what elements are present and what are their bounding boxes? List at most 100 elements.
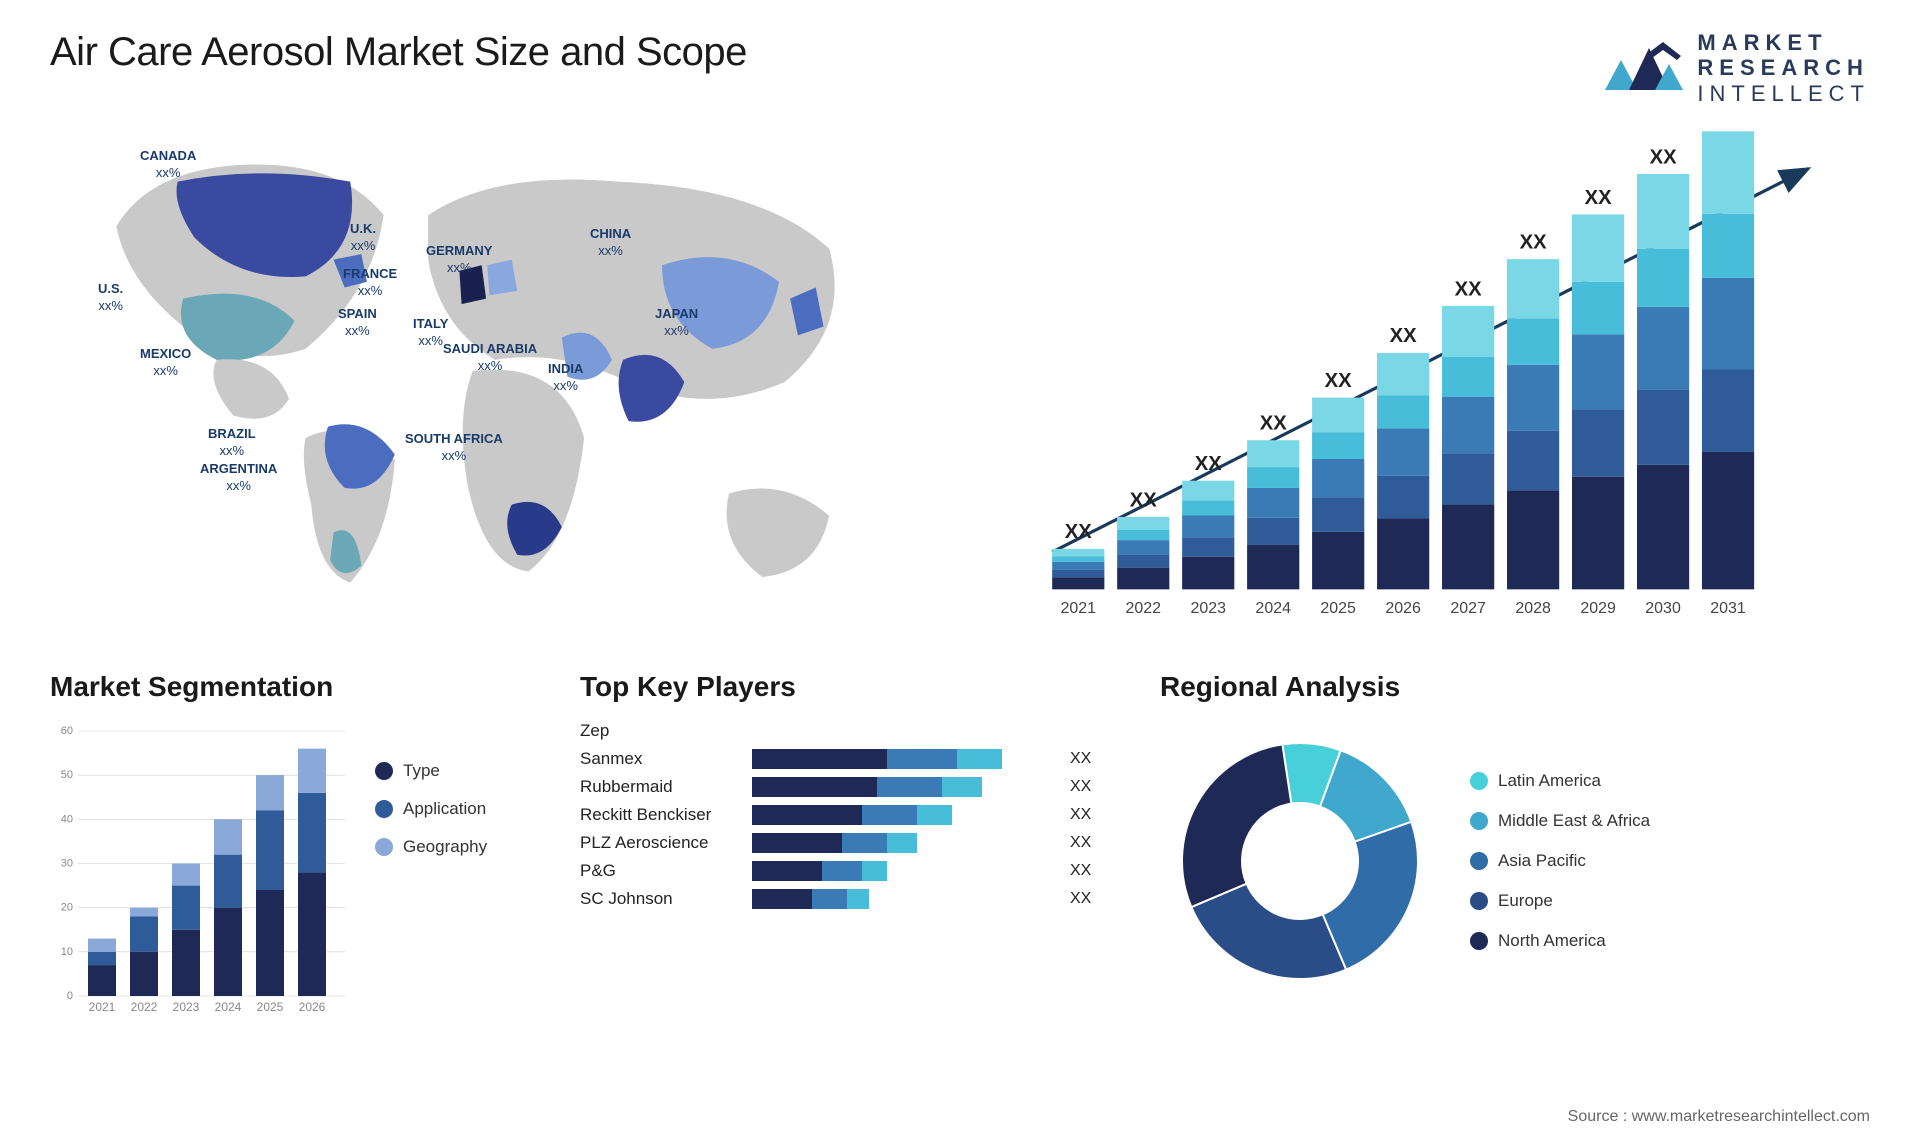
svg-text:XX: XX: [1325, 370, 1352, 392]
svg-text:60: 60: [61, 725, 73, 737]
logo-line3: INTELLECT: [1697, 81, 1870, 106]
regional-legend-item: Europe: [1470, 891, 1650, 911]
svg-text:XX: XX: [1455, 278, 1482, 300]
player-row: SC JohnsonXX: [580, 889, 1110, 909]
player-name: PLZ Aeroscience: [580, 833, 740, 853]
segmentation-legend: Type Application Geography: [375, 721, 487, 1021]
svg-text:10: 10: [61, 946, 73, 958]
map-label: BRAZILxx%: [208, 426, 256, 460]
brand-logo: MARKET RESEARCH INTELLECT: [1603, 30, 1870, 106]
regional-legend-label: Middle East & Africa: [1498, 811, 1650, 831]
svg-text:2023: 2023: [1190, 600, 1226, 616]
regional-legend-item: Asia Pacific: [1470, 851, 1650, 871]
svg-text:2021: 2021: [89, 1000, 116, 1014]
player-bar: [752, 889, 869, 909]
players-title: Top Key Players: [580, 671, 1110, 703]
player-bar: [752, 861, 887, 881]
player-bar: [752, 833, 917, 853]
regional-legend-label: Europe: [1498, 891, 1553, 911]
svg-text:20: 20: [61, 902, 73, 914]
player-value: XX: [1070, 778, 1110, 796]
segmentation-title: Market Segmentation: [50, 671, 530, 703]
svg-text:XX: XX: [1195, 453, 1222, 475]
legend-type: Type: [403, 761, 440, 781]
logo-line2: RESEARCH: [1697, 55, 1870, 80]
growth-chart: XX 2021 XX 2022 XX 2023 XX 2024 XX 2025 XX 2026 XX 20…: [980, 126, 1870, 616]
player-name: Zep: [580, 721, 740, 741]
svg-text:2024: 2024: [215, 1000, 242, 1014]
regional-legend-label: Asia Pacific: [1498, 851, 1586, 871]
svg-text:2027: 2027: [1450, 600, 1486, 616]
svg-text:2025: 2025: [257, 1000, 284, 1014]
map-label: ARGENTINAxx%: [200, 461, 277, 495]
svg-text:2022: 2022: [131, 1000, 158, 1014]
player-name: Reckitt Benckiser: [580, 805, 740, 825]
svg-text:2029: 2029: [1580, 600, 1616, 616]
svg-text:2025: 2025: [1320, 600, 1356, 616]
player-name: P&G: [580, 861, 740, 881]
svg-text:XX: XX: [1390, 325, 1417, 347]
growth-chart-panel: XX 2021 XX 2022 XX 2023 XX 2024 XX 2025 XX 2026 XX 20…: [980, 126, 1870, 616]
segmentation-panel: Market Segmentation 0 10 20 30 40 50 60 2021 202…: [50, 671, 530, 1061]
segmentation-chart: 0102030405060202120222023202420252026: [50, 721, 350, 1021]
regional-legend-label: Latin America: [1498, 771, 1601, 791]
map-label: INDIAxx%: [548, 361, 583, 395]
map-label: SOUTH AFRICAxx%: [405, 431, 503, 465]
regional-legend: Latin America Middle East & Africa Asia Pa…: [1470, 771, 1650, 951]
player-name: Rubbermaid: [580, 777, 740, 797]
regional-panel: Regional Analysis Latin America Middle Ea…: [1160, 671, 1700, 1061]
svg-text:XX: XX: [1065, 521, 1092, 543]
svg-text:XX: XX: [1130, 489, 1157, 511]
legend-app: Application: [403, 799, 486, 819]
player-name: Sanmex: [580, 749, 740, 769]
svg-text:XX: XX: [1260, 412, 1287, 434]
world-map-panel: CANADAxx%U.S.xx%MEXICOxx%BRAZILxx%ARGENT…: [50, 126, 940, 616]
page-title: Air Care Aerosol Market Size and Scope: [50, 30, 747, 75]
svg-text:50: 50: [61, 769, 73, 781]
svg-text:2031: 2031: [1710, 600, 1746, 616]
player-value: XX: [1070, 834, 1110, 852]
player-bar: [752, 777, 982, 797]
map-label: JAPANxx%: [655, 306, 698, 340]
map-label: GERMANYxx%: [426, 243, 492, 277]
svg-text:2030: 2030: [1645, 600, 1681, 616]
map-label: U.K.xx%: [350, 221, 376, 255]
players-panel: Top Key Players ZepSanmexXXRubbermaidXXR…: [580, 671, 1110, 1061]
svg-text:2024: 2024: [1255, 600, 1291, 616]
svg-text:2026: 2026: [299, 1000, 326, 1014]
svg-text:2022: 2022: [1125, 600, 1161, 616]
svg-text:30: 30: [61, 857, 73, 869]
player-bar: [752, 749, 1002, 769]
source-attribution: Source : www.marketresearchintellect.com: [1568, 1108, 1870, 1126]
player-row: Reckitt Benckiser XX: [580, 805, 1110, 825]
svg-text:2028: 2028: [1515, 600, 1551, 616]
svg-text:2021: 2021: [1061, 600, 1097, 616]
svg-text:XX: XX: [1585, 187, 1612, 209]
player-row: P&G XX: [580, 861, 1110, 881]
svg-text:XX: XX: [1520, 231, 1547, 253]
map-label: SPAINxx%: [338, 306, 377, 340]
regional-legend-label: North America: [1498, 931, 1606, 951]
map-label: CHINAxx%: [590, 226, 631, 260]
player-value: XX: [1070, 862, 1110, 880]
svg-text:40: 40: [61, 813, 73, 825]
regional-title: Regional Analysis: [1160, 671, 1700, 703]
map-label: SAUDI ARABIAxx%: [443, 341, 537, 375]
regional-legend-item: Latin America: [1470, 771, 1650, 791]
logo-line1: MARKET: [1697, 30, 1870, 55]
player-row: PLZ Aeroscience XX: [580, 833, 1110, 853]
player-bar: [752, 805, 952, 825]
map-label: CANADAxx%: [140, 148, 196, 182]
legend-geo: Geography: [403, 837, 487, 857]
regional-donut: [1160, 721, 1440, 1001]
svg-text:0: 0: [67, 990, 73, 1002]
map-label: FRANCExx%: [343, 266, 397, 300]
svg-text:XX: XX: [1650, 146, 1677, 168]
player-row: Rubbermaid XX: [580, 777, 1110, 797]
player-value: XX: [1070, 750, 1110, 768]
player-value: XX: [1070, 806, 1110, 824]
player-row: Sanmex XX: [580, 749, 1110, 769]
map-label: MEXICOxx%: [140, 346, 191, 380]
player-name: SC Johnson: [580, 889, 740, 909]
svg-text:2026: 2026: [1385, 600, 1421, 616]
